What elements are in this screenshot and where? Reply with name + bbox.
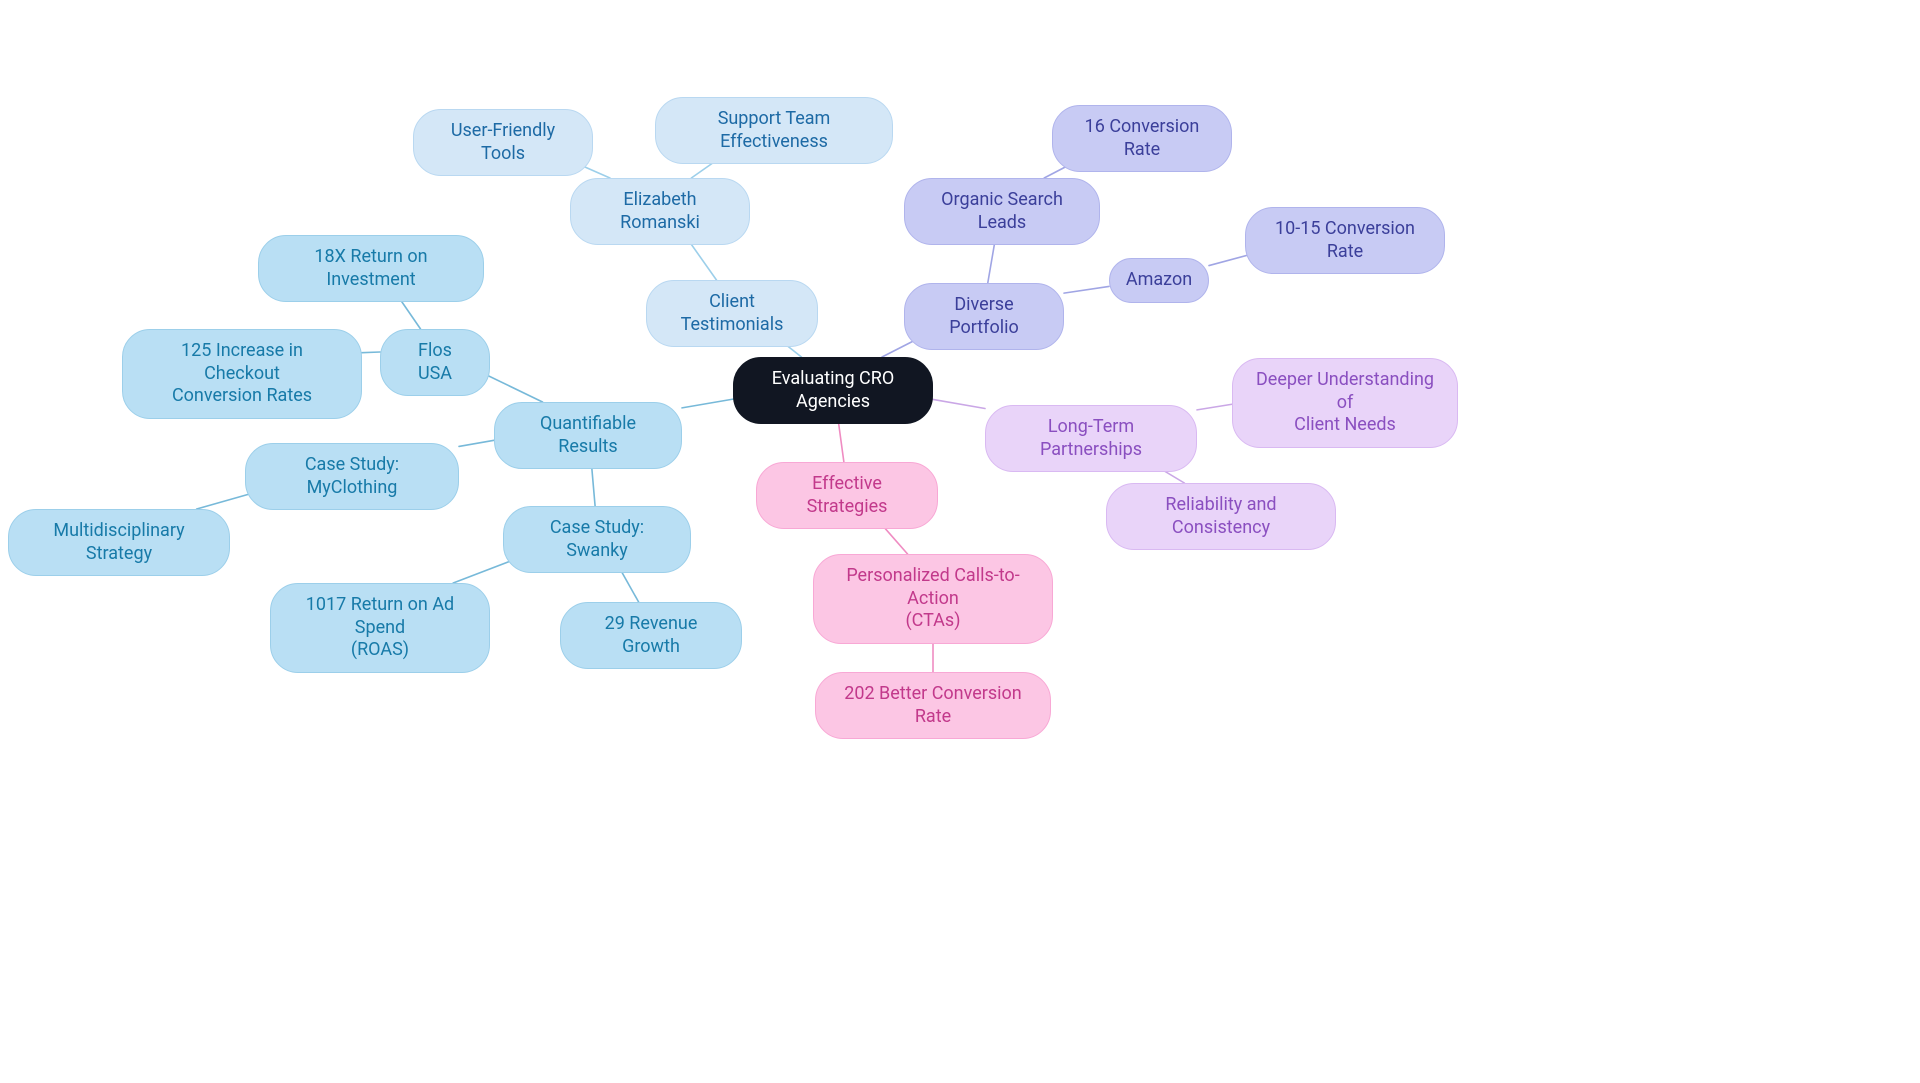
node-supportTeam: Support Team Effectiveness (655, 97, 893, 164)
node-quantifiable: Quantifiable Results (494, 402, 682, 469)
node-roas1017: 1017 Return on Ad Spend (ROAS) (270, 583, 490, 673)
edges-layer (0, 0, 1920, 1083)
edge-root-quantifiable (682, 399, 733, 408)
edge-root-longterm (933, 399, 985, 408)
node-reliability: Reliability and Consistency (1106, 483, 1336, 550)
node-conv1015: 10-15 Conversion Rate (1245, 207, 1445, 274)
edge-diverse-amazon (1064, 286, 1109, 293)
node-eliz: Elizabeth Romanski (570, 178, 750, 245)
node-clientTestimonials: Client Testimonials (646, 280, 818, 347)
node-diverse: Diverse Portfolio (904, 283, 1064, 350)
edge-quantifiable-csMyClothing (459, 440, 494, 446)
node-ctas: Personalized Calls-to-Action (CTAs) (813, 554, 1053, 644)
node-conv202: 202 Better Conversion Rate (815, 672, 1051, 739)
mindmap-canvas: Evaluating CRO Agencies Client Testimonia… (0, 0, 1920, 1083)
node-csSwanky: Case Study: Swanky (503, 506, 691, 573)
edge-flos-checkout125 (362, 352, 380, 353)
node-userFriendly: User-Friendly Tools (413, 109, 593, 176)
node-amazon: Amazon (1109, 258, 1209, 303)
node-root: Evaluating CRO Agencies (733, 357, 933, 424)
node-effStrategies: Effective Strategies (756, 462, 938, 529)
node-csMyClothing: Case Study: MyClothing (245, 443, 459, 510)
node-rev29: 29 Revenue Growth (560, 602, 742, 669)
node-flos: Flos USA (380, 329, 490, 396)
edge-longterm-deeper (1197, 404, 1232, 410)
node-roi18x: 18X Return on Investment (258, 235, 484, 302)
node-organic: Organic Search Leads (904, 178, 1100, 245)
node-checkout125: 125 Increase in Checkout Conversion Rate… (122, 329, 362, 419)
node-longterm: Long-Term Partnerships (985, 405, 1197, 472)
node-deeper: Deeper Understanding of Client Needs (1232, 358, 1458, 448)
node-multidisc: Multidisciplinary Strategy (8, 509, 230, 576)
node-conv16: 16 Conversion Rate (1052, 105, 1232, 172)
